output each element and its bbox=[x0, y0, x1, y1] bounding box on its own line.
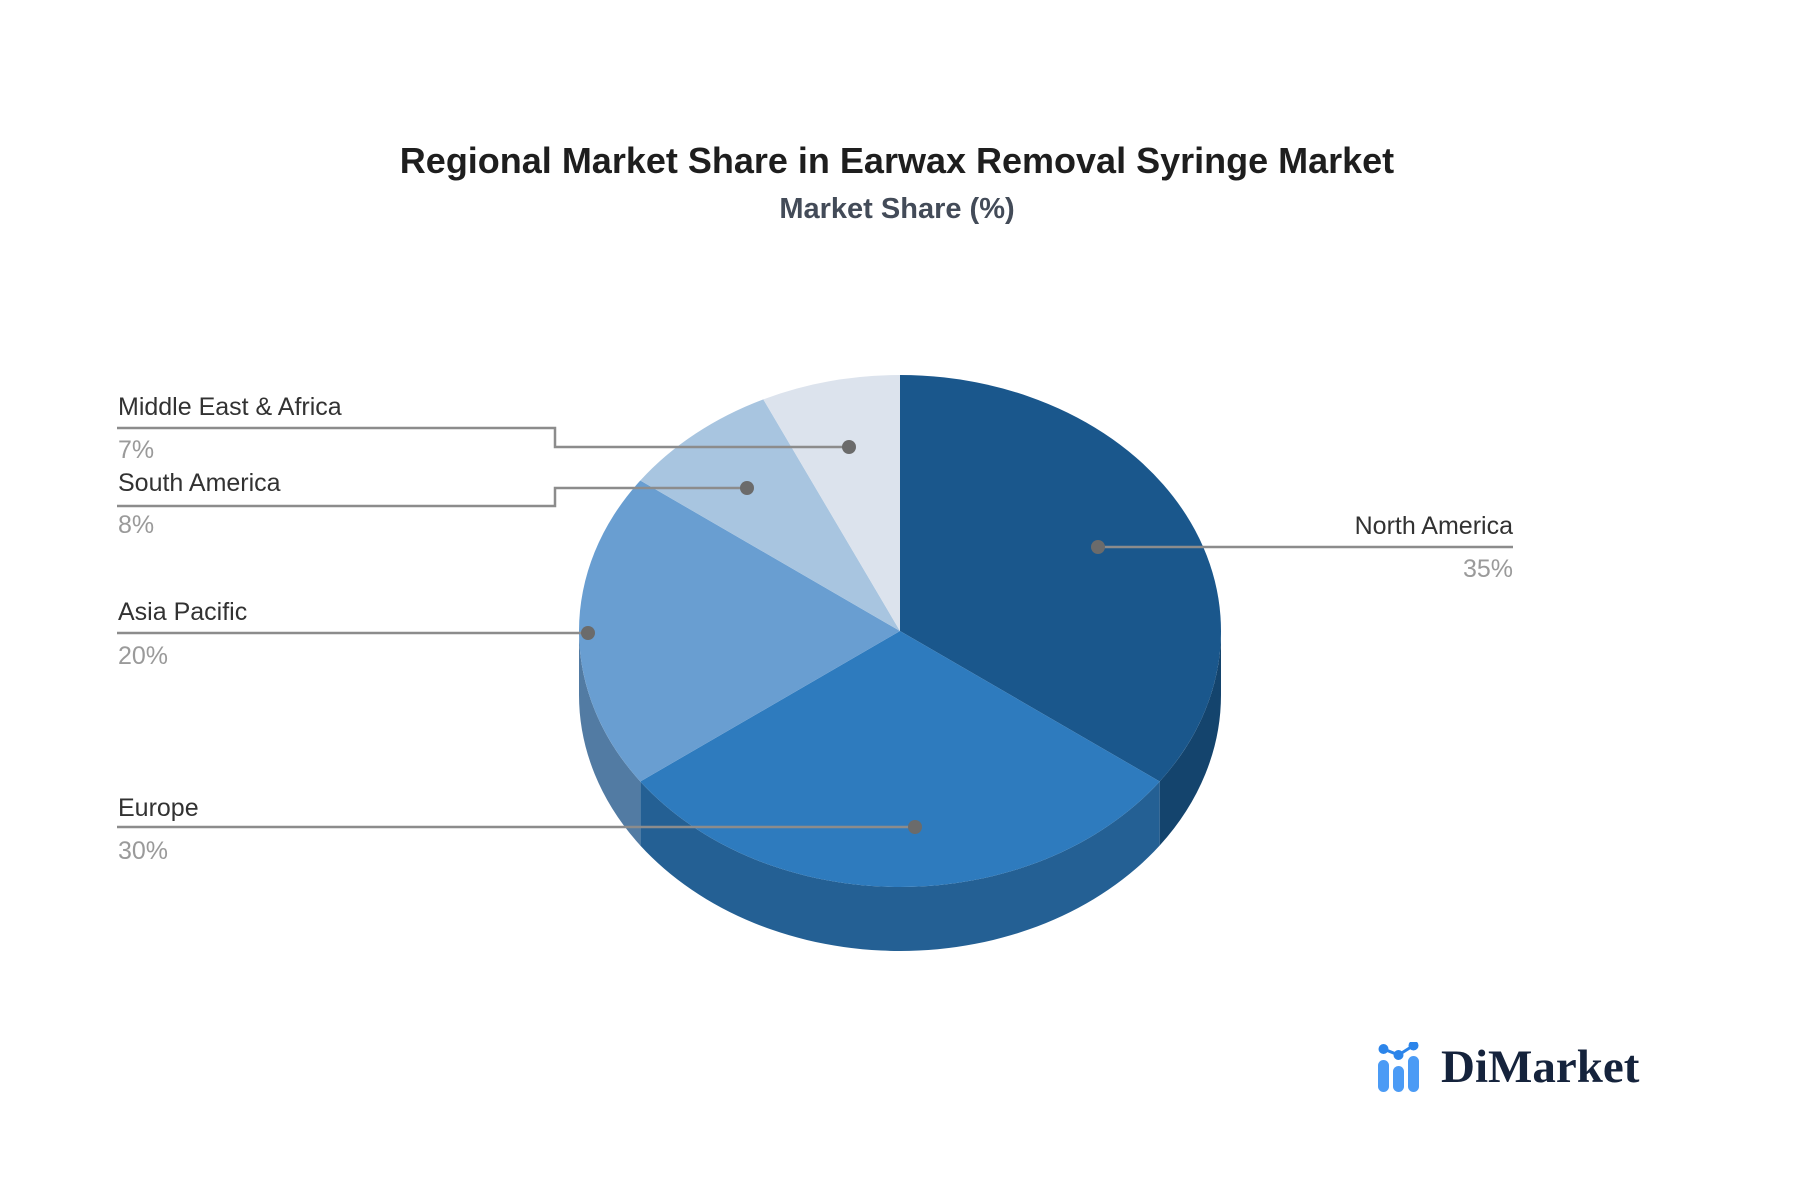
slice-value-asia-pacific: 20% bbox=[118, 642, 169, 670]
leader-dot-middle-east-africa bbox=[842, 440, 856, 454]
pie-slice-europe[interactable] bbox=[640, 631, 1160, 887]
brand-logo: DiMarket bbox=[1378, 1042, 1639, 1094]
logo-text: DiMarket bbox=[1441, 1041, 1640, 1093]
logo-bar-1 bbox=[1378, 1060, 1389, 1092]
leader-dot-north-america bbox=[1091, 540, 1105, 554]
slice-label-south-america: South America bbox=[118, 469, 281, 497]
slice-value-europe: 30% bbox=[118, 837, 169, 865]
logo-dot-2 bbox=[1393, 1050, 1404, 1060]
slice-value-middle-east-africa: 7% bbox=[118, 436, 155, 464]
pie-slice-north-america[interactable] bbox=[900, 375, 1221, 782]
leader-dot-asia-pacific bbox=[581, 626, 595, 640]
pie-rim-europe bbox=[640, 781, 1160, 951]
leader-line-south-america bbox=[117, 486, 747, 508]
logo-chart-icon bbox=[1378, 1042, 1419, 1092]
pie-rim-north-america bbox=[1159, 631, 1221, 846]
pie-slice-asia-pacific[interactable] bbox=[579, 480, 900, 782]
leader-dot-south-america bbox=[740, 481, 754, 495]
pie-rim-asia-pacific bbox=[579, 631, 641, 846]
pie-slice-middle-east-africa[interactable] bbox=[763, 375, 900, 631]
chart-subtitle: Market Share (%) bbox=[779, 193, 1015, 225]
slice-label-asia-pacific: Asia Pacific bbox=[118, 598, 248, 626]
logo-bar-3 bbox=[1408, 1056, 1419, 1092]
slice-value-south-america: 8% bbox=[118, 511, 155, 539]
pie-slice-south-america[interactable] bbox=[640, 399, 900, 631]
slice-label-north-america: North America bbox=[1354, 512, 1513, 540]
logo-bar-2 bbox=[1393, 1066, 1404, 1092]
leader-dot-europe bbox=[908, 820, 922, 834]
slice-label-europe: Europe bbox=[118, 794, 199, 822]
logo-dot-3 bbox=[1408, 1042, 1419, 1051]
chart-title: Regional Market Share in Earwax Removal … bbox=[399, 140, 1395, 181]
leader-line-middle-east-africa bbox=[117, 426, 849, 449]
logo-dot-1 bbox=[1378, 1044, 1389, 1054]
slice-value-north-america: 35% bbox=[1462, 555, 1513, 583]
slice-label-middle-east-africa: Middle East & Africa bbox=[118, 393, 342, 421]
